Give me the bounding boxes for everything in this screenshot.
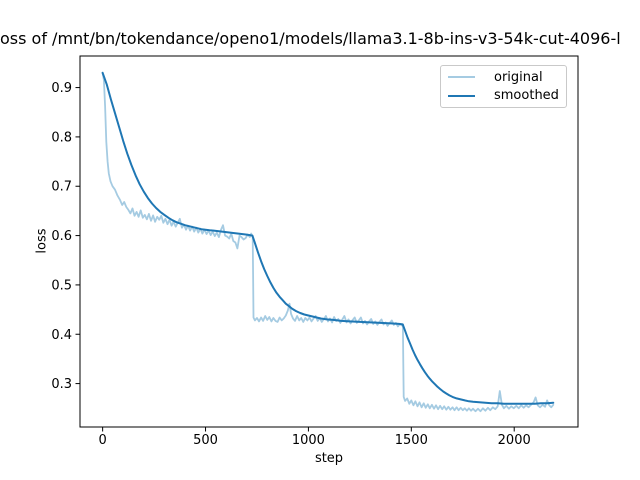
legend-label-original: original	[494, 69, 543, 85]
legend-line-original	[448, 76, 475, 79]
legend-item-smoothed: smoothed	[441, 89, 566, 102]
series-line-original	[101, 71, 555, 413]
legend-line-smoothed	[448, 94, 475, 97]
y-tick-label: 0.3	[51, 377, 72, 392]
y-tick-label: 0.9	[51, 81, 72, 96]
legend-item-original: original	[441, 71, 566, 84]
legend-label-smoothed: smoothed	[494, 88, 559, 104]
y-axis-label: loss	[34, 228, 50, 254]
x-tick-label: 2000	[498, 433, 531, 448]
x-tick-label: 1000	[292, 433, 325, 448]
y-tick-label: 0.6	[51, 229, 72, 244]
chart-title: oss of /mnt/bn/tokendance/openo1/models/…	[0, 29, 621, 48]
x-tick-label: 500	[193, 433, 218, 448]
y-tick-label: 0.7	[51, 180, 72, 195]
y-tick-label: 0.5	[51, 278, 72, 293]
y-tick-label: 0.4	[51, 328, 72, 343]
series-line-smoothed	[101, 71, 555, 405]
plot-border	[79, 55, 579, 428]
x-axis-label: step	[314, 451, 344, 466]
y-tick-label: 0.8	[51, 130, 72, 145]
x-tick-label: 1500	[395, 433, 428, 448]
x-tick-label: 0	[98, 433, 106, 448]
legend: original smoothed	[440, 65, 567, 108]
